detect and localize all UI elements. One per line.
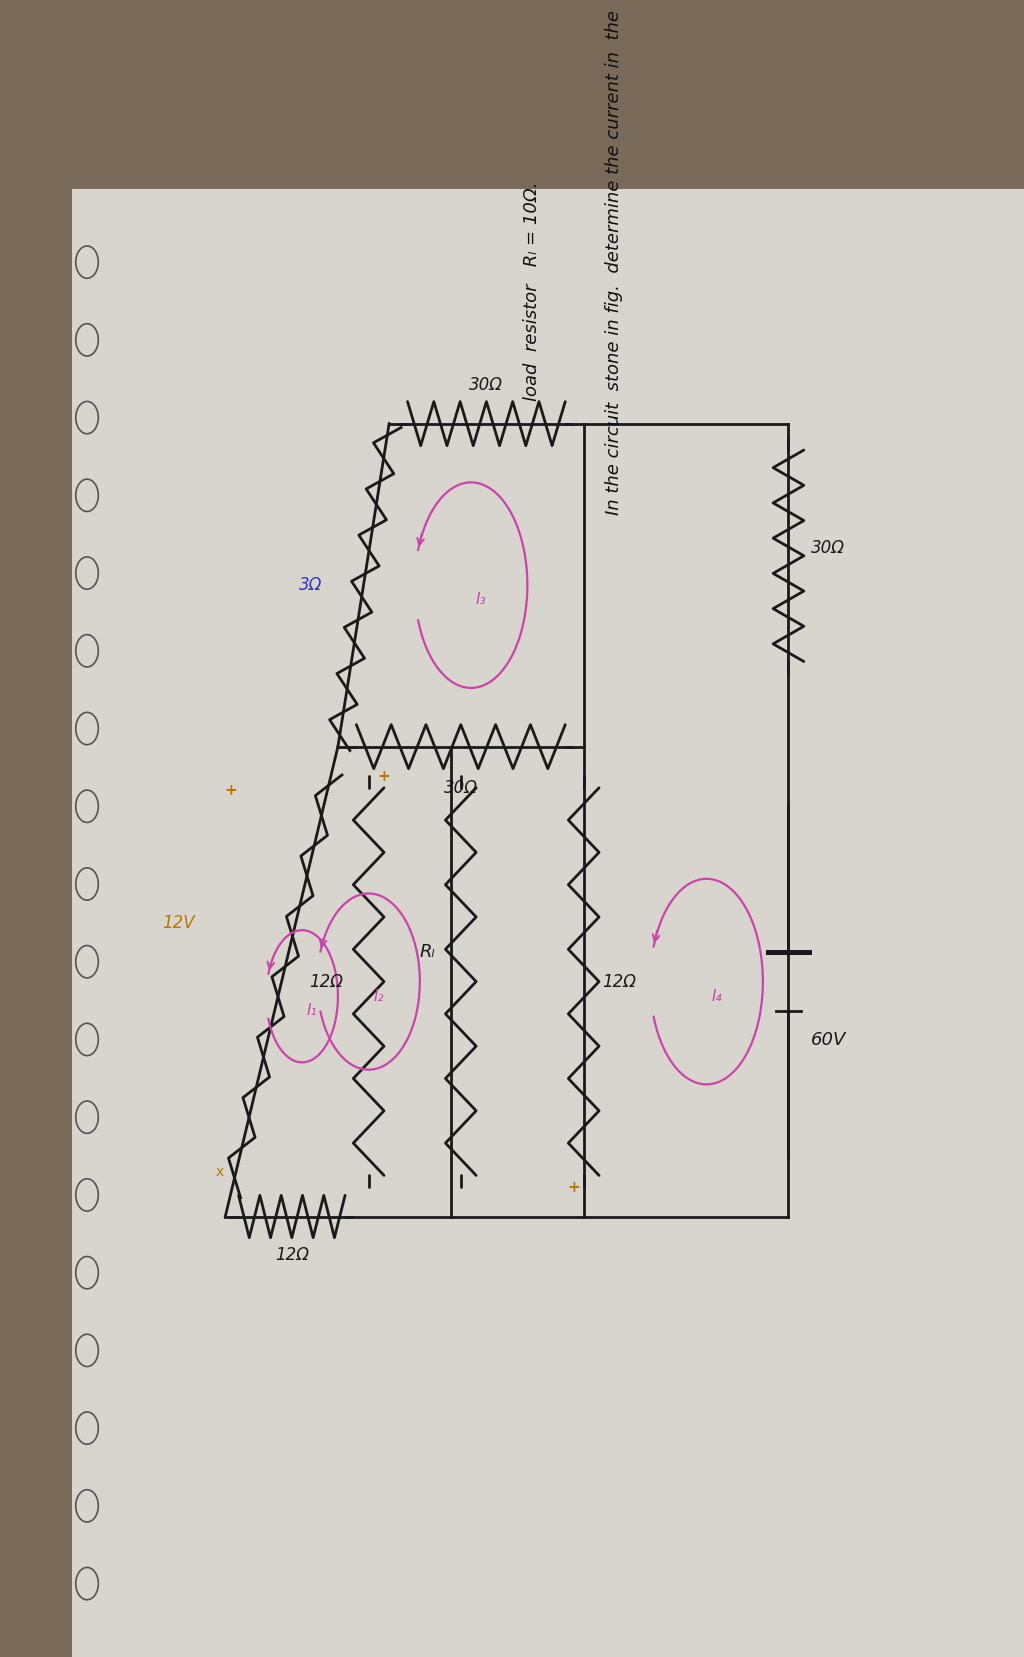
Text: I₃: I₃ (476, 592, 486, 608)
Text: I₁: I₁ (307, 1004, 317, 1019)
Text: I₄: I₄ (712, 989, 722, 1004)
Text: Rₗ: Rₗ (420, 943, 435, 961)
Text: I₂: I₂ (374, 989, 384, 1004)
Text: 12Ω: 12Ω (274, 1246, 309, 1264)
Text: 3Ω: 3Ω (299, 577, 323, 595)
Text: 30Ω: 30Ω (811, 540, 845, 557)
Text: +: + (378, 769, 390, 784)
Text: 12V: 12V (162, 915, 195, 931)
Text: +: + (567, 1180, 580, 1195)
Text: load  resistor   Rₗ = 10Ω.: load resistor Rₗ = 10Ω. (523, 182, 542, 401)
Text: +: + (224, 784, 237, 799)
Text: 30Ω: 30Ω (443, 779, 478, 797)
Text: In the circuit  stone in fig.  determine the current in  the: In the circuit stone in fig. determine t… (605, 10, 624, 515)
Text: x: x (216, 1165, 224, 1180)
Text: 12Ω: 12Ω (602, 973, 636, 991)
Text: 30Ω: 30Ω (469, 376, 504, 394)
Text: 60V: 60V (811, 1031, 847, 1049)
Text: 12Ω: 12Ω (309, 973, 343, 991)
